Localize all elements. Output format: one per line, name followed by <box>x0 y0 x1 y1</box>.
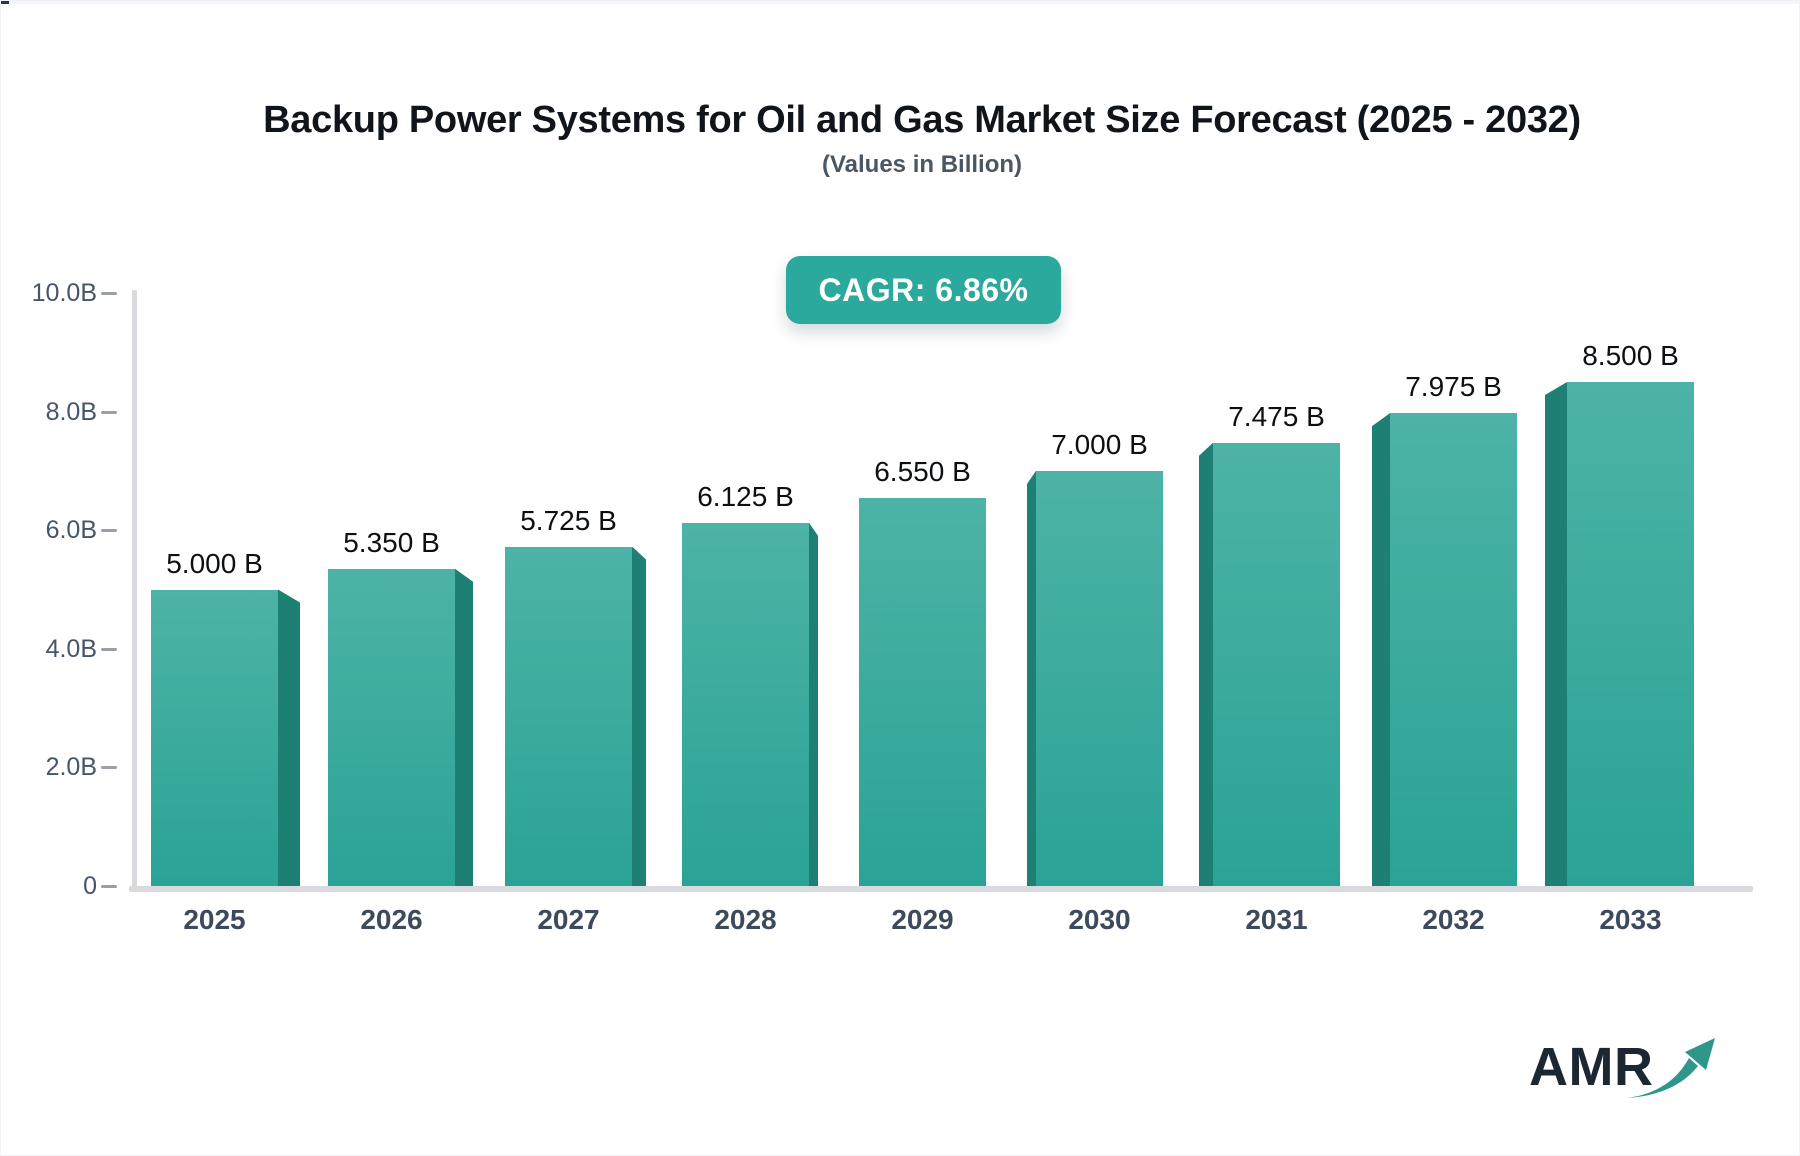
x-axis-label: 2031 <box>1245 904 1308 935</box>
y-axis-line <box>132 290 137 889</box>
x-axis-label: 2027 <box>537 904 600 935</box>
bar-side-face <box>455 568 473 886</box>
y-axis-tick-label: 4.0B <box>45 634 97 663</box>
y-axis-tick <box>101 292 117 295</box>
bar-side-face <box>278 589 300 886</box>
bar <box>505 546 632 886</box>
y-axis-tick-label: 2.0B <box>45 753 97 782</box>
chart-subtitle: (Values in Billion) <box>821 151 1023 178</box>
bar-value-label: 5.350 B <box>343 526 440 558</box>
bar-value-label: 5.000 B <box>166 547 263 579</box>
y-axis-tick <box>101 647 117 651</box>
x-axis-label: 2033 <box>1599 904 1662 935</box>
y-axis-tick <box>101 885 117 888</box>
top-edge-strip <box>1 1 1799 4</box>
y-axis-tick-label: 8.0B <box>45 397 97 426</box>
x-axis-label: 2026 <box>360 904 423 935</box>
y-axis-tick-label: 6.0B <box>45 516 97 545</box>
bar <box>682 522 809 886</box>
bar-side-face <box>1027 470 1036 886</box>
y-axis-tick-label: 0 <box>83 872 97 900</box>
cagr-badge: CAGR: 6.86% <box>786 256 1061 324</box>
cagr-badge-label: CAGR: 6.86% <box>818 271 1029 308</box>
x-axis-label: 2030 <box>1068 904 1131 935</box>
growth-arrow-icon <box>1627 1038 1715 1098</box>
corner-artifact <box>1 1 9 4</box>
bar-side-face <box>809 522 818 886</box>
bar-value-label: 6.550 B <box>874 455 971 487</box>
x-axis-label: 2028 <box>714 904 777 935</box>
x-axis-label: 2029 <box>891 904 954 935</box>
x-axis-baseline <box>129 886 1753 892</box>
x-axis-label: 2025 <box>183 904 246 935</box>
amr-logo: AMR <box>1529 1037 1719 1117</box>
bar-value-label: 7.975 B <box>1405 371 1502 403</box>
bar-value-label: 6.125 B <box>697 480 794 512</box>
x-axis-label: 2032 <box>1422 904 1485 935</box>
chart-title: Backup Power Systems for Oil and Gas Mar… <box>263 99 1581 141</box>
bar-side-face <box>1372 413 1390 886</box>
bar <box>1567 381 1694 886</box>
bar-side-face <box>632 546 646 886</box>
bar-value-label: 5.725 B <box>520 504 617 536</box>
bar-side-face <box>1545 381 1567 886</box>
bar-side-face <box>1199 442 1213 886</box>
y-axis-tick <box>101 766 117 770</box>
bar <box>859 497 986 886</box>
bar <box>1390 413 1517 886</box>
y-axis-tick <box>101 529 117 533</box>
bar <box>151 589 278 886</box>
y-axis-tick-label: 10.0B <box>31 279 97 307</box>
bar-value-label: 7.475 B <box>1228 400 1325 432</box>
bar-value-label: 7.000 B <box>1051 428 1148 460</box>
bar <box>328 568 455 886</box>
bar-value-label: 8.500 B <box>1582 339 1679 371</box>
bar <box>1213 442 1340 886</box>
y-axis-tick <box>101 410 117 414</box>
logo-text: AMR <box>1529 1037 1654 1097</box>
bar <box>1036 470 1163 886</box>
